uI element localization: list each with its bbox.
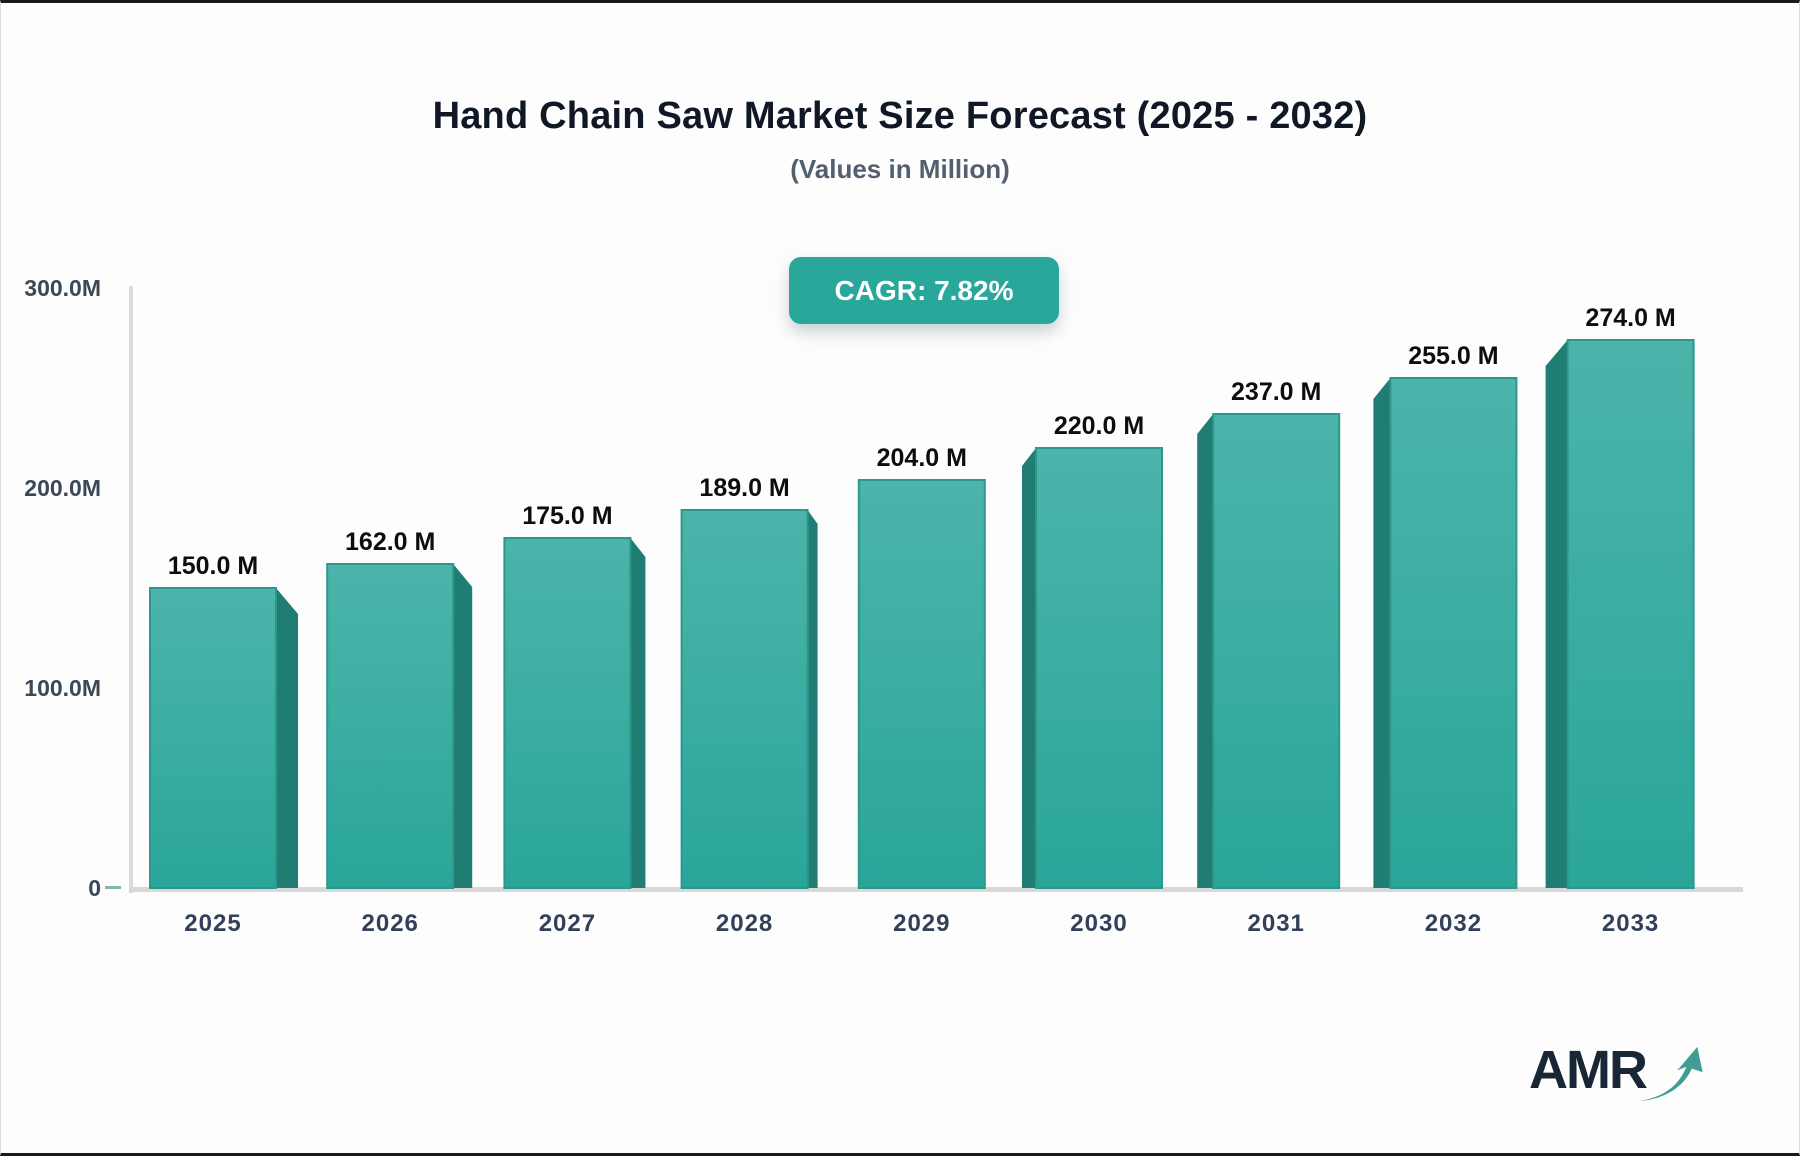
bar-value-label: 162.0 M — [345, 528, 435, 556]
bar-side-face — [1373, 378, 1391, 888]
bar-main-face — [1212, 413, 1341, 889]
bar-2029[interactable]: 204.0 M 2029 — [857, 444, 986, 937]
bar-value-label: 150.0 M — [168, 552, 258, 580]
bar-side-face — [453, 564, 473, 888]
y-tick-label: 300.0M — [24, 275, 101, 301]
bar-value-label: 204.0 M — [877, 444, 967, 472]
y-axis-line — [129, 286, 133, 893]
x-axis-year-label: 2028 — [716, 910, 773, 937]
bar-main-face — [1035, 447, 1163, 889]
x-axis-baseline — [129, 887, 1743, 892]
bar-2028[interactable]: 189.0 M 2028 — [680, 474, 818, 937]
bar-side-face — [807, 510, 818, 888]
bar-side-face — [1197, 414, 1214, 888]
bar-main-face — [857, 479, 986, 889]
bar-main-face — [503, 537, 632, 889]
growth-arrow-icon — [1638, 1046, 1703, 1102]
bar-value-label: 255.0 M — [1408, 342, 1498, 370]
bar-value-label: 189.0 M — [699, 474, 789, 502]
y-tick-label: 200.0M — [24, 475, 101, 501]
bar-main-face — [680, 509, 809, 889]
bar-value-label: 237.0 M — [1231, 378, 1321, 406]
x-axis-year-label: 2027 — [539, 910, 596, 937]
bar-side-face — [276, 588, 298, 888]
cagr-badge-label: CAGR: 7.82% — [834, 274, 1014, 306]
page-title: Hand Chain Saw Market Size Forecast (202… — [432, 95, 1368, 137]
chart-header: Hand Chain Saw Market Size Forecast (202… — [1, 95, 1799, 185]
y-tick-label: 0 — [88, 875, 101, 901]
y-tick-label: 100.0M — [24, 675, 101, 701]
cagr-badge: CAGR: 7.82% — [789, 257, 1059, 324]
bar-value-label: 274.0 M — [1585, 304, 1675, 332]
page-subtitle: (Values in Million) — [790, 154, 1010, 184]
x-axis-year-label: 2026 — [362, 910, 419, 937]
zero-tick-mark — [105, 886, 121, 889]
bar-2026[interactable]: 162.0 M 2026 — [326, 528, 473, 937]
amr-logo: AMR — [1529, 1043, 1708, 1103]
bar-value-label: 220.0 M — [1054, 412, 1144, 440]
bar-2031[interactable]: 237.0 M 2031 — [1197, 378, 1341, 937]
x-axis-year-label: 2025 — [184, 910, 241, 937]
x-axis-year-label: 2031 — [1248, 910, 1305, 937]
x-axis-year-label: 2033 — [1602, 910, 1659, 937]
bar-2027[interactable]: 175.0 M 2027 — [503, 502, 646, 937]
amr-logo-text: AMR — [1529, 1040, 1648, 1100]
bar-main-face — [149, 587, 277, 889]
bar-2030[interactable]: 220.0 M 2030 — [1022, 412, 1163, 937]
bar-value-label: 175.0 M — [522, 502, 612, 530]
bar-side-face — [630, 538, 646, 888]
bar-2025[interactable]: 150.0 M 2025 — [149, 552, 298, 937]
bar-side-face — [1022, 448, 1036, 888]
bar-main-face — [326, 563, 455, 889]
bar-2033[interactable]: 274.0 M 2033 — [1545, 304, 1695, 937]
x-axis-year-label: 2029 — [893, 910, 950, 937]
x-axis-year-label: 2030 — [1070, 910, 1127, 937]
bar-side-face — [1545, 340, 1568, 888]
bar-main-face — [1566, 339, 1695, 889]
bar-main-face — [1389, 377, 1518, 889]
bar-2032[interactable]: 255.0 M 2032 — [1373, 342, 1518, 937]
market-size-bar-chart: 0 100.0M 200.0M 300.0M 150.0 M 2025 162.0 M 202… — [24, 275, 1743, 937]
x-axis-year-label: 2032 — [1425, 910, 1482, 937]
